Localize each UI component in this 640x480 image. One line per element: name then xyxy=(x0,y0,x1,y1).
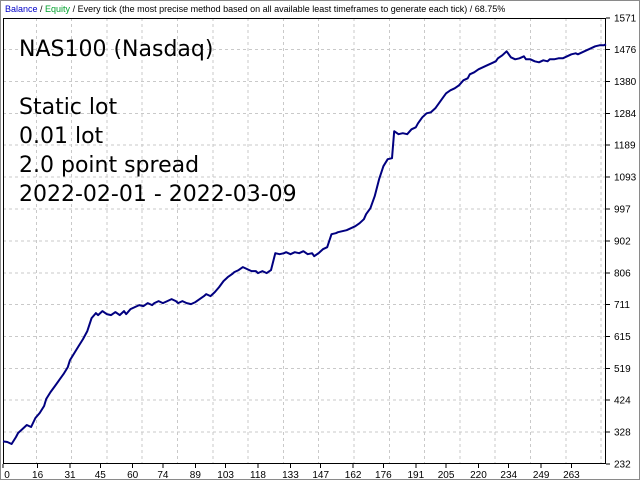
x-axis-labels: 0 16 31 45 60 74 89 103 118 133 147 162 176 191 205 220… xyxy=(4,470,580,480)
svg-text:89: 89 xyxy=(190,470,202,480)
chart-annotation: NAS100 (Nasdaq) Static lot 0.01 lot 2.0 … xyxy=(19,35,297,209)
annotation-line-lot-size: 0.01 lot xyxy=(19,124,104,149)
symbol-title: NAS100 (Nasdaq) xyxy=(19,37,214,62)
svg-text:249: 249 xyxy=(533,470,550,480)
balance-curve xyxy=(2,43,607,445)
svg-text:328: 328 xyxy=(614,428,631,439)
svg-text:1284: 1284 xyxy=(614,109,637,120)
annotation-line-daterange: 2022-02-01 - 2022-03-09 xyxy=(19,182,297,207)
svg-text:902: 902 xyxy=(614,236,631,247)
header-separator: / xyxy=(70,4,78,14)
y-axis-labels: 232 328 424 519 615 711 806 902 997 1093 1189 1284 1… xyxy=(614,14,637,471)
svg-text:60: 60 xyxy=(127,470,139,480)
svg-text:16: 16 xyxy=(32,470,44,480)
svg-text:263: 263 xyxy=(563,470,580,480)
svg-text:74: 74 xyxy=(157,470,169,480)
svg-text:103: 103 xyxy=(217,470,234,480)
svg-text:806: 806 xyxy=(614,268,631,279)
svg-text:205: 205 xyxy=(438,470,455,480)
header-separator: / xyxy=(37,4,46,14)
annotation-line-lot-type: Static lot xyxy=(19,95,118,120)
svg-text:234: 234 xyxy=(500,470,517,480)
svg-text:997: 997 xyxy=(614,205,631,216)
svg-text:424: 424 xyxy=(614,396,631,407)
svg-text:232: 232 xyxy=(614,460,631,471)
svg-text:0: 0 xyxy=(4,470,10,480)
svg-text:1380: 1380 xyxy=(614,77,637,88)
chart-header: Balance / Equity / Every tick (the most … xyxy=(5,3,505,15)
svg-text:711: 711 xyxy=(614,300,630,311)
model-method-text: Every tick (the most precise method base… xyxy=(77,4,468,14)
svg-text:519: 519 xyxy=(614,364,631,375)
grid-layer xyxy=(3,18,606,464)
svg-text:176: 176 xyxy=(375,470,392,480)
annotation-line-spread: 2.0 point spread xyxy=(19,153,200,178)
svg-text:118: 118 xyxy=(250,470,266,480)
equity-legend-label: Equity xyxy=(45,4,71,14)
modelling-quality-value: 68.75% xyxy=(474,4,506,14)
svg-text:220: 220 xyxy=(470,470,487,480)
svg-text:45: 45 xyxy=(95,470,107,480)
svg-text:133: 133 xyxy=(282,470,299,480)
plot-border xyxy=(3,18,606,464)
svg-text:31: 31 xyxy=(64,470,76,480)
svg-text:615: 615 xyxy=(614,332,631,343)
svg-text:1093: 1093 xyxy=(614,173,637,184)
svg-text:162: 162 xyxy=(345,470,362,480)
svg-text:1189: 1189 xyxy=(614,141,636,152)
svg-text:1476: 1476 xyxy=(614,45,637,56)
axis-ticks xyxy=(2,17,610,468)
svg-text:1571: 1571 xyxy=(614,14,637,25)
svg-text:191: 191 xyxy=(407,470,424,480)
annotation-spacer xyxy=(19,64,297,93)
balance-legend-label: Balance xyxy=(5,4,38,14)
header-separator: / xyxy=(467,4,475,14)
svg-text:147: 147 xyxy=(312,470,329,480)
